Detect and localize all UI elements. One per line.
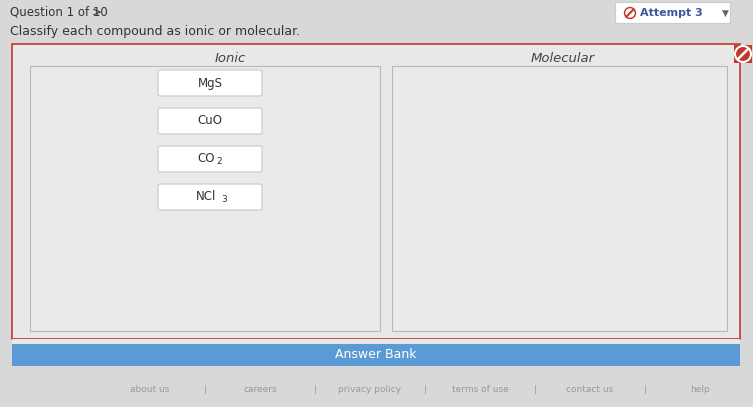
Text: contact us: contact us [566, 385, 614, 394]
FancyBboxPatch shape [158, 70, 262, 96]
FancyBboxPatch shape [158, 146, 262, 172]
Text: CuO: CuO [197, 114, 222, 127]
Text: |: | [423, 385, 426, 394]
Bar [30, 66, 380, 331]
FancyBboxPatch shape [158, 184, 262, 210]
Text: |: | [203, 385, 206, 394]
Text: terms of use: terms of use [452, 385, 508, 394]
Text: Question 1 of 10: Question 1 of 10 [10, 6, 108, 18]
Text: NCl: NCl [196, 190, 216, 204]
Text: careers: careers [243, 385, 277, 394]
Text: Classify each compound as ionic or molecular.: Classify each compound as ionic or molec… [10, 26, 300, 39]
Text: privacy policy: privacy policy [338, 385, 401, 394]
Text: Attempt 3: Attempt 3 [640, 8, 703, 18]
Bar [734, 45, 752, 63]
Text: help: help [691, 385, 710, 394]
Text: >: > [92, 6, 102, 18]
Bar [392, 66, 727, 331]
Text: 3: 3 [221, 195, 227, 204]
Text: Ionic: Ionic [215, 52, 245, 64]
Text: CO: CO [197, 153, 215, 166]
FancyBboxPatch shape [615, 2, 730, 24]
Circle shape [624, 7, 636, 18]
FancyBboxPatch shape [158, 108, 262, 134]
Text: 2: 2 [216, 158, 222, 166]
Text: MgS: MgS [197, 77, 222, 90]
Bar [12, 344, 740, 366]
Text: |: | [533, 385, 536, 394]
Bar [12, 44, 740, 339]
Circle shape [626, 9, 634, 17]
Bar [12, 339, 740, 366]
Text: |: | [313, 385, 316, 394]
Text: about us: about us [130, 385, 169, 394]
Text: Molecular: Molecular [531, 52, 595, 64]
Text: |: | [644, 385, 647, 394]
Text: ▼: ▼ [722, 9, 729, 18]
Text: Answer Bank: Answer Bank [335, 348, 416, 361]
